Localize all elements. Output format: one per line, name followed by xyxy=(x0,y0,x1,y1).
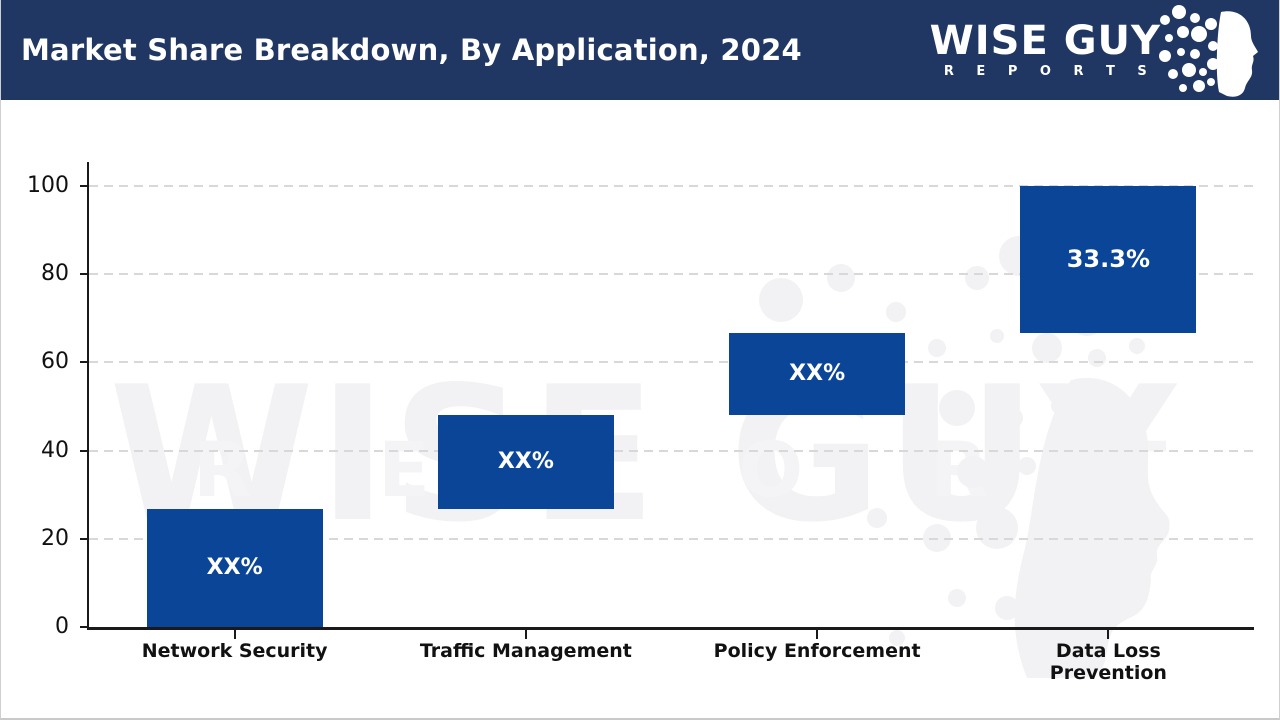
y-tick-0 xyxy=(80,626,87,628)
logo-face-icon xyxy=(1159,5,1258,97)
y-axis-label-60: 60 xyxy=(41,349,69,375)
y-tick-80 xyxy=(80,273,87,276)
gridline-60 xyxy=(89,361,1254,364)
x-tick-1 xyxy=(233,630,236,639)
bar-segment-4: 33.3% xyxy=(1020,186,1197,333)
x-axis-label-2: Traffic Management xyxy=(419,640,632,662)
x-axis-label-1: Network Security xyxy=(141,640,328,662)
gridline-100 xyxy=(89,185,1254,187)
bar-segment-2: XX% xyxy=(437,414,614,509)
x-tick-2 xyxy=(524,630,527,639)
y-tick-20 xyxy=(80,537,87,540)
bar-segment-3: XX% xyxy=(729,332,906,415)
y-tick-40 xyxy=(80,449,87,452)
y-axis-label-20: 20 xyxy=(41,525,69,551)
x-axis-label-4: Data Loss Prevention xyxy=(1049,640,1167,684)
bar-value-label: 33.3% xyxy=(1066,245,1150,274)
gridline-40 xyxy=(89,449,1254,452)
bar-value-label: XX% xyxy=(497,449,554,475)
page-title: Market Share Breakdown, By Application, … xyxy=(21,33,802,67)
y-axis-label-40: 40 xyxy=(41,437,69,463)
x-axis-label-3: Policy Enforcement xyxy=(713,640,921,662)
x-tick-4 xyxy=(1107,630,1110,639)
chart-canvas: WISE GUY R E P O R T S 0 20 40 60 80 100 XX% Ne… xyxy=(1,100,1279,718)
header-band: Market Share Breakdown, By Application, … xyxy=(1,0,1279,100)
y-axis-line xyxy=(87,162,89,630)
bar-value-label: XX% xyxy=(206,555,263,581)
y-axis-label-0: 0 xyxy=(55,614,69,639)
logo-text: WISE GUY R E P O R T S xyxy=(930,21,1161,79)
y-axis-label-80: 80 xyxy=(41,261,69,287)
y-tick-100 xyxy=(80,185,87,187)
gridline-20 xyxy=(89,537,1254,540)
x-tick-3 xyxy=(816,630,819,639)
wise-guy-logo: WISE GUY R E P O R T S xyxy=(930,2,1263,98)
bar-value-label: XX% xyxy=(789,361,846,387)
logo-wordmark: WISE GUY xyxy=(929,18,1161,64)
bar-segment-1: XX% xyxy=(146,508,323,627)
x-axis-line xyxy=(87,627,1254,630)
y-axis-label-100: 100 xyxy=(27,173,69,198)
gridline-80 xyxy=(89,273,1254,276)
logo-subtitle: R E P O R T S xyxy=(943,64,1156,79)
y-tick-60 xyxy=(80,361,87,364)
